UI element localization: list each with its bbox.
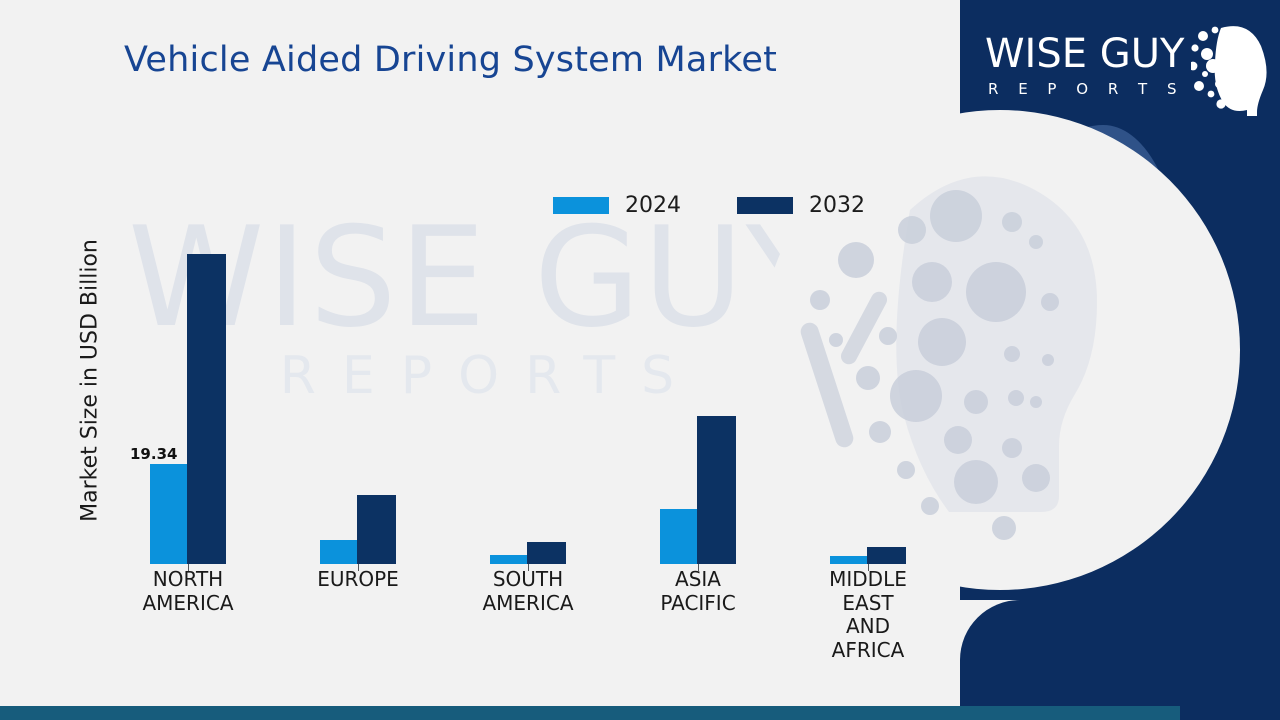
white-circle-overlay [760,110,1240,590]
chart-legend: 2024 2032 [553,193,865,218]
bar-group [148,200,228,571]
bar-2024[interactable] [830,556,867,564]
panel-corner-wedge [960,600,1020,720]
bottom-accent-bar [0,706,1180,720]
bar-group [658,200,738,571]
legend-item-2024[interactable]: 2024 [553,193,681,218]
wiseguy-logo: WISE GUY R E P O R T S [985,26,1267,120]
logo-sub-text: R E P O R T S [988,80,1184,98]
x-axis-tick [868,564,869,571]
plot-area [110,200,920,571]
bar-2032[interactable] [867,547,906,564]
legend-swatch-2024 [553,197,609,214]
bar-2032[interactable] [357,495,396,564]
x-axis-tick [188,564,189,571]
x-axis-tick [358,564,359,571]
logo-head-icon [1191,26,1267,117]
bar-group [828,200,908,571]
bar-2024[interactable] [320,540,357,564]
bar-value-label: 19.34 [130,444,178,463]
x-axis-category-label: NORTH AMERICA [142,567,234,615]
bar-group [318,200,398,571]
legend-label-2024: 2024 [625,193,681,218]
x-axis-tick [698,564,699,571]
bar-group [488,200,568,571]
x-axis-category-label: ASIA PACIFIC [660,567,736,615]
legend-item-2032[interactable]: 2032 [737,193,865,218]
legend-swatch-2032 [737,197,793,214]
bar-2032[interactable] [187,254,226,564]
x-axis-category-label: MIDDLE EAST AND AFRICA [829,567,907,662]
dotted-head-icon [800,176,1097,540]
bar-2024[interactable] [150,464,187,564]
bar-2024[interactable] [660,508,697,564]
x-axis-tick [528,564,529,571]
x-axis-category-label: EUROPE [317,567,399,591]
bar-2024[interactable] [490,555,527,564]
x-axis-category-label: SOUTH AMERICA [482,567,574,615]
y-axis-label: Market Size in USD Billion [77,239,103,522]
page-title: Vehicle Aided Driving System Market [124,40,778,80]
bar-2032[interactable] [527,541,566,564]
legend-label-2032: 2032 [809,193,865,218]
bar-2032[interactable] [697,415,736,564]
logo-main-text: WISE GUY [985,31,1185,77]
